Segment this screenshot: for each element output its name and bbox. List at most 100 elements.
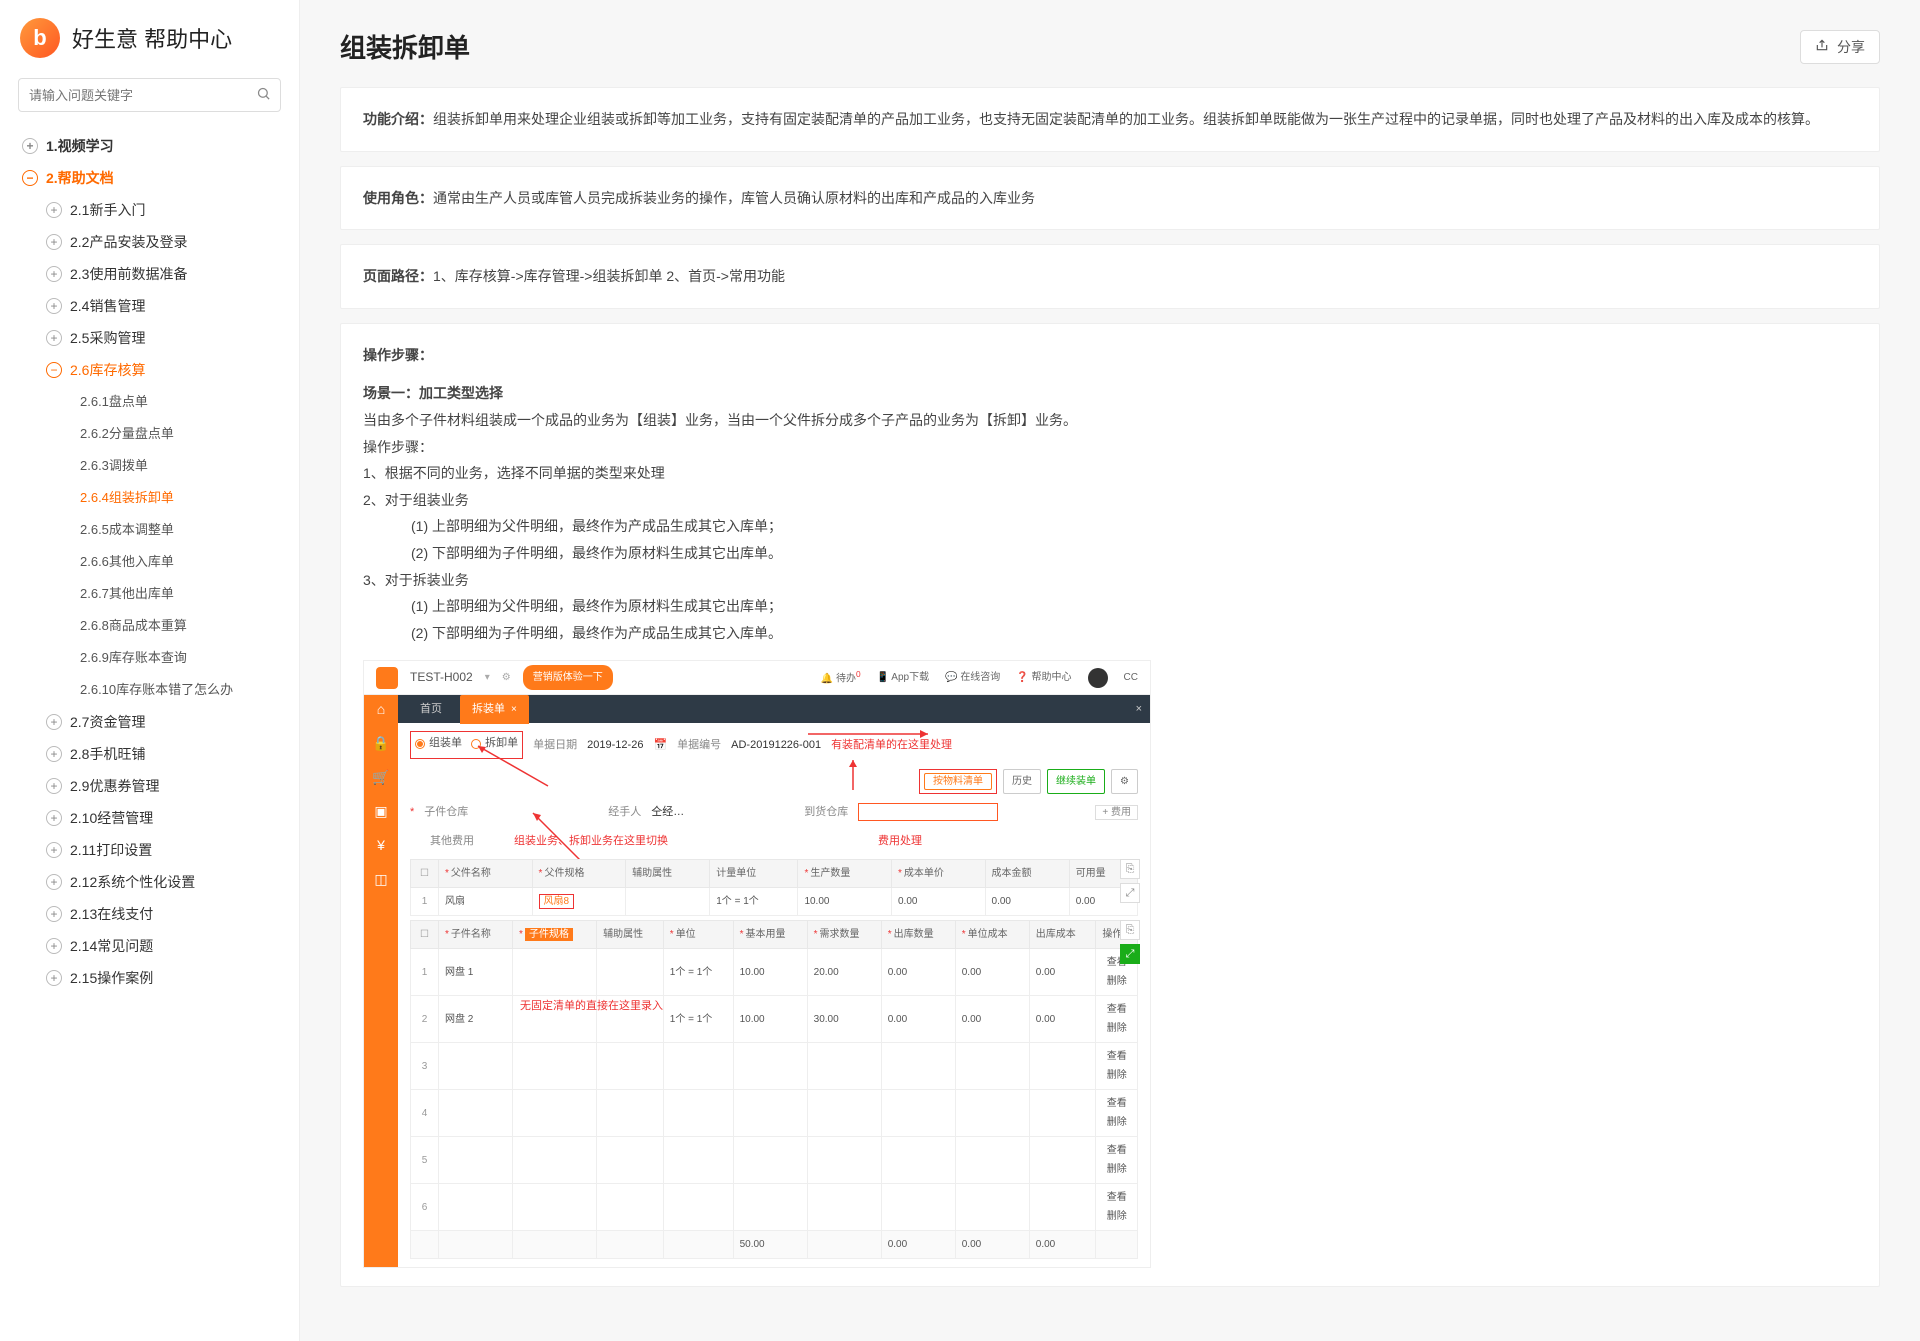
plus-icon: + [46, 714, 62, 730]
nav-2-4[interactable]: +2.4销售管理 [0, 290, 299, 322]
ss-tenant: TEST-H002 [410, 666, 473, 689]
ss-tab-current: 拆装单× [460, 695, 529, 724]
sidebar: b 好生意 帮助中心 +1.视频学习 −2.帮助文档 +2.1新手入门 +2.2… [0, 0, 300, 1341]
plus-icon: + [46, 778, 62, 794]
step-3a: (1) 上部明细为父件明细，最终作为原材料生成其它出库单； [363, 593, 1857, 620]
plus-icon: + [46, 746, 62, 762]
nav-tree: +1.视频学习 −2.帮助文档 +2.1新手入门 +2.2产品安装及登录 +2.… [0, 130, 299, 994]
ss-online: 💬 在线咨询 [945, 668, 1000, 687]
nav-2-6-6[interactable]: 2.6.6其他入库单 [0, 546, 299, 578]
plus-icon: + [46, 842, 62, 858]
search-input[interactable] [18, 78, 281, 112]
nav-2-15[interactable]: +2.15操作案例 [0, 962, 299, 994]
nav-2-6-9[interactable]: 2.6.9库存账本查询 [0, 642, 299, 674]
intro-text: 组装拆卸单用来处理企业组装或拆卸等加工业务，支持有固定装配清单的产品加工业务，也… [433, 111, 1819, 127]
calendar-icon: 📅 [653, 735, 667, 756]
search-box [18, 78, 281, 112]
avatar-icon [1088, 668, 1108, 688]
plus-icon: + [46, 874, 62, 890]
gear-icon: ⚙ [502, 668, 511, 687]
intro-label: 功能介绍： [363, 111, 433, 127]
steps-sub: 操作步骤： [363, 434, 1857, 461]
path-text: 1、库存核算->库存管理->组装拆卸单 2、首页->常用功能 [433, 268, 785, 284]
nav-2-8[interactable]: +2.8手机旺铺 [0, 738, 299, 770]
ss-arrival-input [858, 803, 998, 821]
ss-fee-btn: + 费用 [1095, 805, 1138, 820]
brand-area: b 好生意 帮助中心 [0, 18, 299, 78]
step-3: 3、对于拆装业务 [363, 567, 1857, 594]
nav-2-5[interactable]: +2.5采购管理 [0, 322, 299, 354]
scene1-title: 场景一：加工类型选择 [363, 380, 1857, 407]
nav-2-6[interactable]: −2.6库存核算 [0, 354, 299, 386]
ss-code: AD-20191226-001 [731, 735, 821, 756]
nav-2-9[interactable]: +2.9优惠券管理 [0, 770, 299, 802]
expand-icon: ⤢ [1120, 944, 1140, 964]
share-button[interactable]: 分享 [1800, 30, 1880, 64]
nav-2-2[interactable]: +2.2产品安装及登录 [0, 226, 299, 258]
nav-2-13[interactable]: +2.13在线支付 [0, 898, 299, 930]
ss-promo-pill: 营销版体验一下 [523, 665, 613, 690]
nav-video[interactable]: +1.视频学习 [0, 130, 299, 162]
ss-btn-continue: 继续装单 [1047, 769, 1105, 794]
scene1-desc: 当由多个子件材料组装成一个成品的业务为【组装】业务，当由一个父件拆分成多个子产品… [363, 407, 1857, 434]
nav-2-6-5[interactable]: 2.6.5成本调整单 [0, 514, 299, 546]
step-2b: (2) 下部明细为子件明细，最终作为原材料生成其它出库单。 [363, 540, 1857, 567]
nav-2-1[interactable]: +2.1新手入门 [0, 194, 299, 226]
ss-topbar: TEST-H002 ▾ ⚙ 营销版体验一下 🔔 待办0 📱 App下载 💬 在线… [364, 661, 1150, 695]
nav-2-12[interactable]: +2.12系统个性化设置 [0, 866, 299, 898]
nav-2-6-7[interactable]: 2.6.7其他出库单 [0, 578, 299, 610]
steps-panel: 操作步骤： 场景一：加工类型选择 当由多个子件材料组装成一个成品的业务为【组装】… [340, 323, 1880, 1288]
nav-docs[interactable]: −2.帮助文档 [0, 162, 299, 194]
ss-annot-top: 有装配清单的在这里处理 [831, 735, 952, 756]
nav-2-6-8[interactable]: 2.6.8商品成本重算 [0, 610, 299, 642]
box-icon: ▣ [373, 803, 389, 819]
plus-icon: + [46, 906, 62, 922]
ss-pending: 🔔 待办0 [821, 667, 861, 688]
nav-2-6-1[interactable]: 2.6.1盘点单 [0, 386, 299, 418]
search-icon[interactable] [256, 86, 271, 105]
ss-parent-table: ☐ 父件名称 父件规格 辅助属性 计量单位 生产数量 成本单价 成本金额 可用量 [410, 859, 1138, 916]
steps-title: 操作步骤： [363, 342, 1857, 369]
copy-icon: ⎘ [1120, 920, 1140, 940]
path-label: 页面路径： [363, 268, 433, 284]
plus-icon: + [46, 938, 62, 954]
nav-2-6-10[interactable]: 2.6.10库存账本错了怎么办 [0, 674, 299, 706]
nav-2-10[interactable]: +2.10经营管理 [0, 802, 299, 834]
ss-btn-bom: 按物料清单 [924, 773, 992, 790]
nav-2-6-3[interactable]: 2.6.3调拨单 [0, 450, 299, 482]
ss-annot-bottom: 无固定清单的直接在这里录入 [520, 996, 663, 1017]
plus-icon: + [46, 202, 62, 218]
share-icon [1815, 39, 1833, 55]
role-panel: 使用角色：通常由生产人员或库管人员完成拆装业务的操作，库管人员确认原材料的出库和… [340, 166, 1880, 231]
chart-icon: ◫ [373, 871, 389, 887]
intro-panel: 功能介绍：组装拆卸单用来处理企业组装或拆卸等加工业务，支持有固定装配清单的产品加… [340, 87, 1880, 152]
ss-app: 📱 App下载 [877, 668, 929, 687]
ss-type-box: 组装单 拆卸单 [410, 731, 523, 758]
plus-icon: + [46, 970, 62, 986]
ss-user: CC [1124, 668, 1138, 687]
nav-2-11[interactable]: +2.11打印设置 [0, 834, 299, 866]
minus-icon: − [46, 362, 62, 378]
nav-2-6-4[interactable]: 2.6.4组装拆卸单 [0, 482, 299, 514]
role-text: 通常由生产人员或库管人员完成拆装业务的操作，库管人员确认原材料的出库和产成品的入… [433, 190, 1035, 206]
ss-help: ❓ 帮助中心 [1016, 668, 1071, 687]
page-title: 组装拆卸单 [340, 28, 470, 65]
ss-annot-fee: 费用处理 [878, 831, 922, 852]
nav-2-14[interactable]: +2.14常见问题 [0, 930, 299, 962]
ss-rail: ⌂ 🔒 🛒 ▣ ¥ ◫ [364, 695, 398, 1267]
ss-date: 2019-12-26 [587, 735, 643, 756]
step-3b: (2) 下部明细为子件明细，最终作为产成品生成其它入库单。 [363, 620, 1857, 647]
ss-annot-switch: 组装业务、拆卸业务在这里切换 [514, 831, 668, 852]
embedded-screenshot: TEST-H002 ▾ ⚙ 营销版体验一下 🔔 待办0 📱 App下载 💬 在线… [363, 660, 1151, 1268]
plus-icon: + [46, 298, 62, 314]
copy-icon: ⎘ [1120, 859, 1140, 879]
ss-form: 组装单 拆卸单 单据日期 2019-12-26 📅 单据编号 AD-201912… [398, 723, 1150, 1267]
plus-icon: + [46, 810, 62, 826]
nav-2-7[interactable]: +2.7资金管理 [0, 706, 299, 738]
ss-radio-disassemble: 拆卸单 [471, 733, 518, 754]
table-row: 1 风扇 风扇8 1个 = 1个 10.00 0.00 0.00 0.00 [411, 888, 1138, 916]
nav-2-3[interactable]: +2.3使用前数据准备 [0, 258, 299, 290]
table-row: 1网盘 11个 = 1个10.0020.000.000.000.00查看删除 [411, 949, 1138, 996]
step-2: 2、对于组装业务 [363, 487, 1857, 514]
nav-2-6-2[interactable]: 2.6.2分量盘点单 [0, 418, 299, 450]
